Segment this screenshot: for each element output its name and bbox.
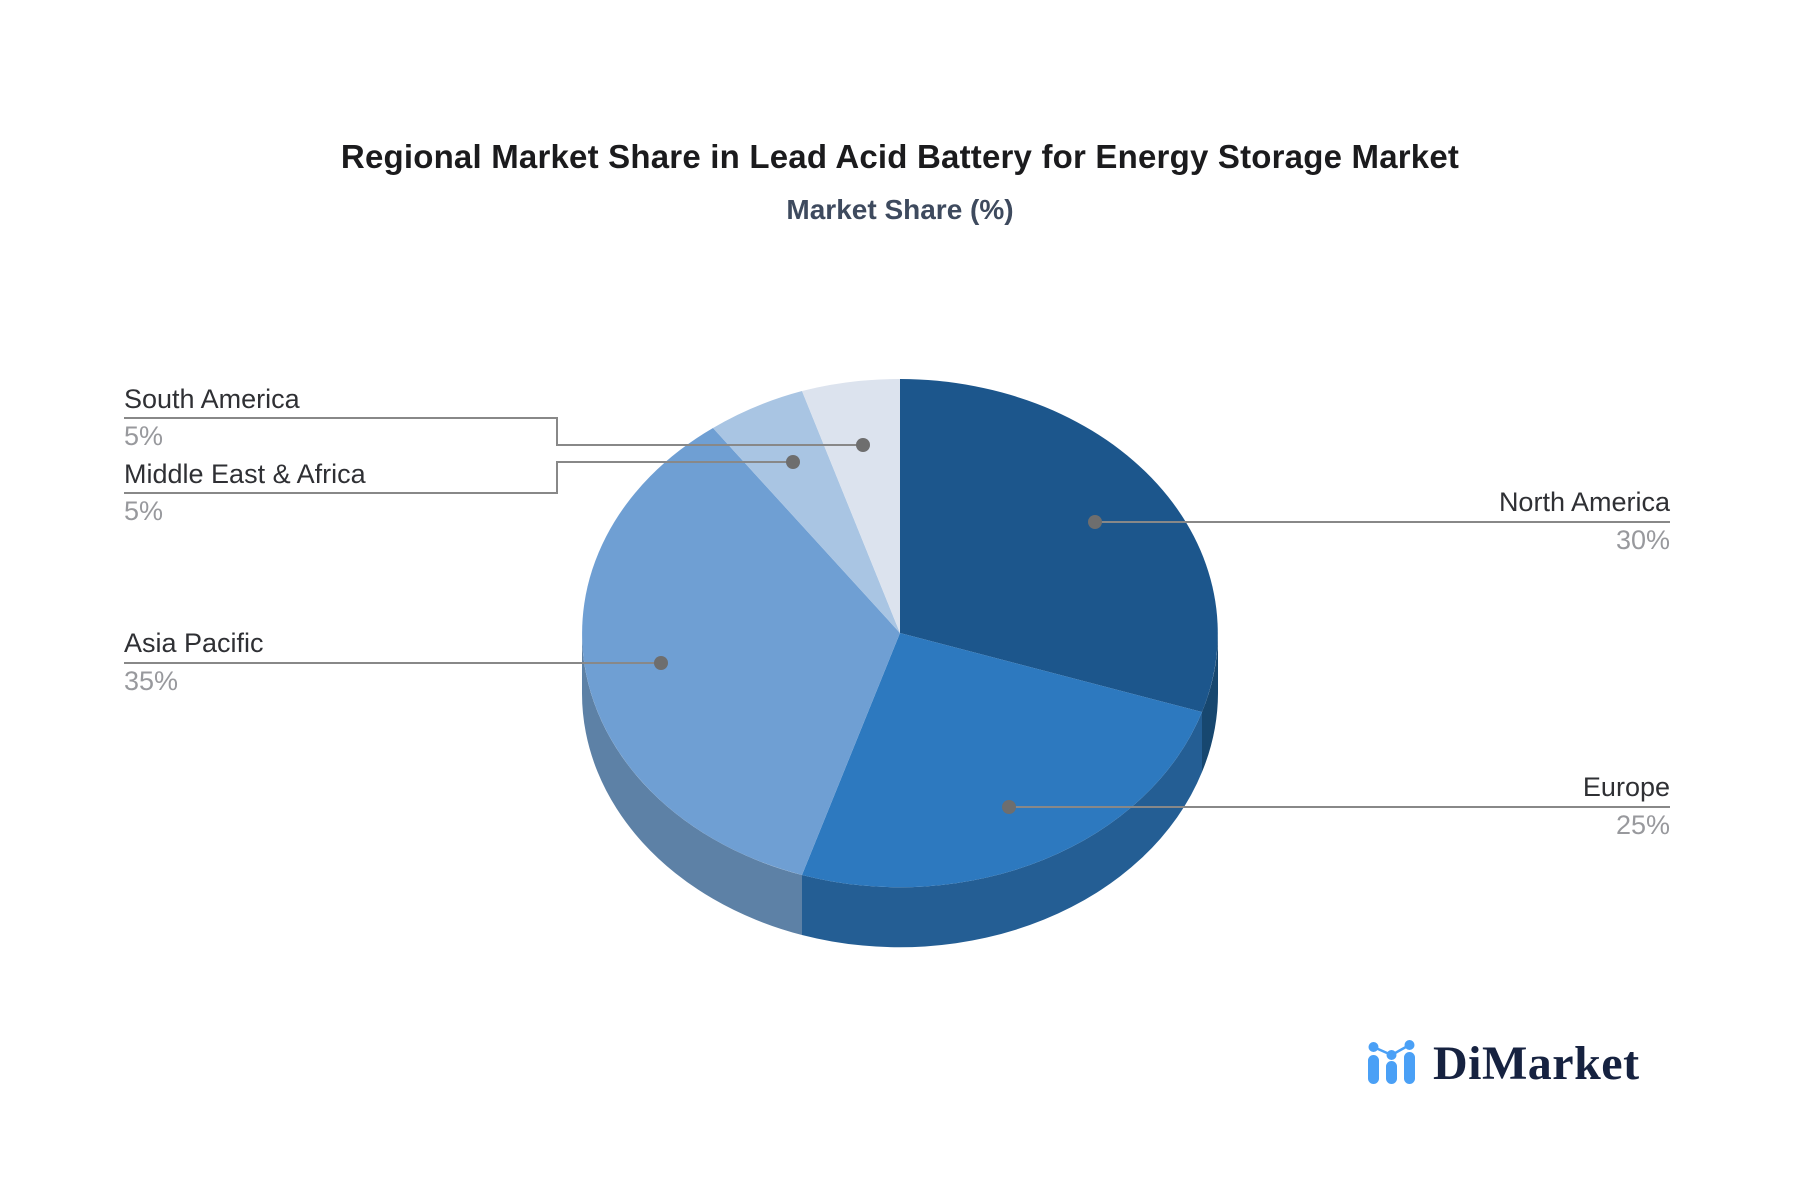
leader-dot-south-america bbox=[856, 438, 870, 452]
pie-side-asia-pacific bbox=[581, 633, 802, 935]
leader-dot-north-america bbox=[1088, 515, 1102, 529]
leader-dot-asia-pacific bbox=[654, 656, 668, 670]
leader-line-middle-east-africa bbox=[124, 461, 793, 494]
label-middle-east-africa: Middle East & Africa bbox=[124, 459, 366, 489]
label-south-america: South America bbox=[124, 384, 300, 414]
pie-slice-north-america bbox=[900, 379, 1218, 712]
logo-text: DiMarket bbox=[1433, 1037, 1640, 1090]
pie-slice-asia-pacific bbox=[582, 428, 900, 875]
label-asia-pacific: Asia Pacific bbox=[124, 628, 264, 658]
chart-title: Regional Market Share in Lead Acid Batte… bbox=[340, 138, 1460, 175]
label-value-north-america: 30% bbox=[1615, 525, 1670, 555]
label-value-europe: 25% bbox=[1615, 810, 1670, 840]
label-europe: Europe bbox=[1582, 772, 1670, 802]
dimarket-logo: DiMarket bbox=[1366, 1038, 1640, 1088]
label-north-america: North America bbox=[1498, 487, 1670, 517]
chart-subtitle: Market Share (%) bbox=[786, 194, 1014, 225]
leader-line-south-america bbox=[124, 417, 863, 446]
bar-line-chart-logo-icon bbox=[1368, 1040, 1415, 1084]
leader-dot-middle-east-africa bbox=[786, 455, 800, 469]
pie-side-north-america bbox=[1202, 633, 1218, 772]
leader-dot-europe bbox=[1002, 800, 1016, 814]
pie-slice-europe bbox=[802, 633, 1202, 888]
pie-slice-south-america bbox=[802, 378, 900, 633]
label-value-south-america: 5% bbox=[124, 421, 164, 451]
pie-side-europe bbox=[802, 712, 1202, 948]
label-value-asia-pacific: 35% bbox=[124, 666, 179, 696]
pie-slice-middle-east-africa bbox=[713, 391, 900, 633]
label-value-middle-east-africa: 5% bbox=[124, 496, 164, 526]
